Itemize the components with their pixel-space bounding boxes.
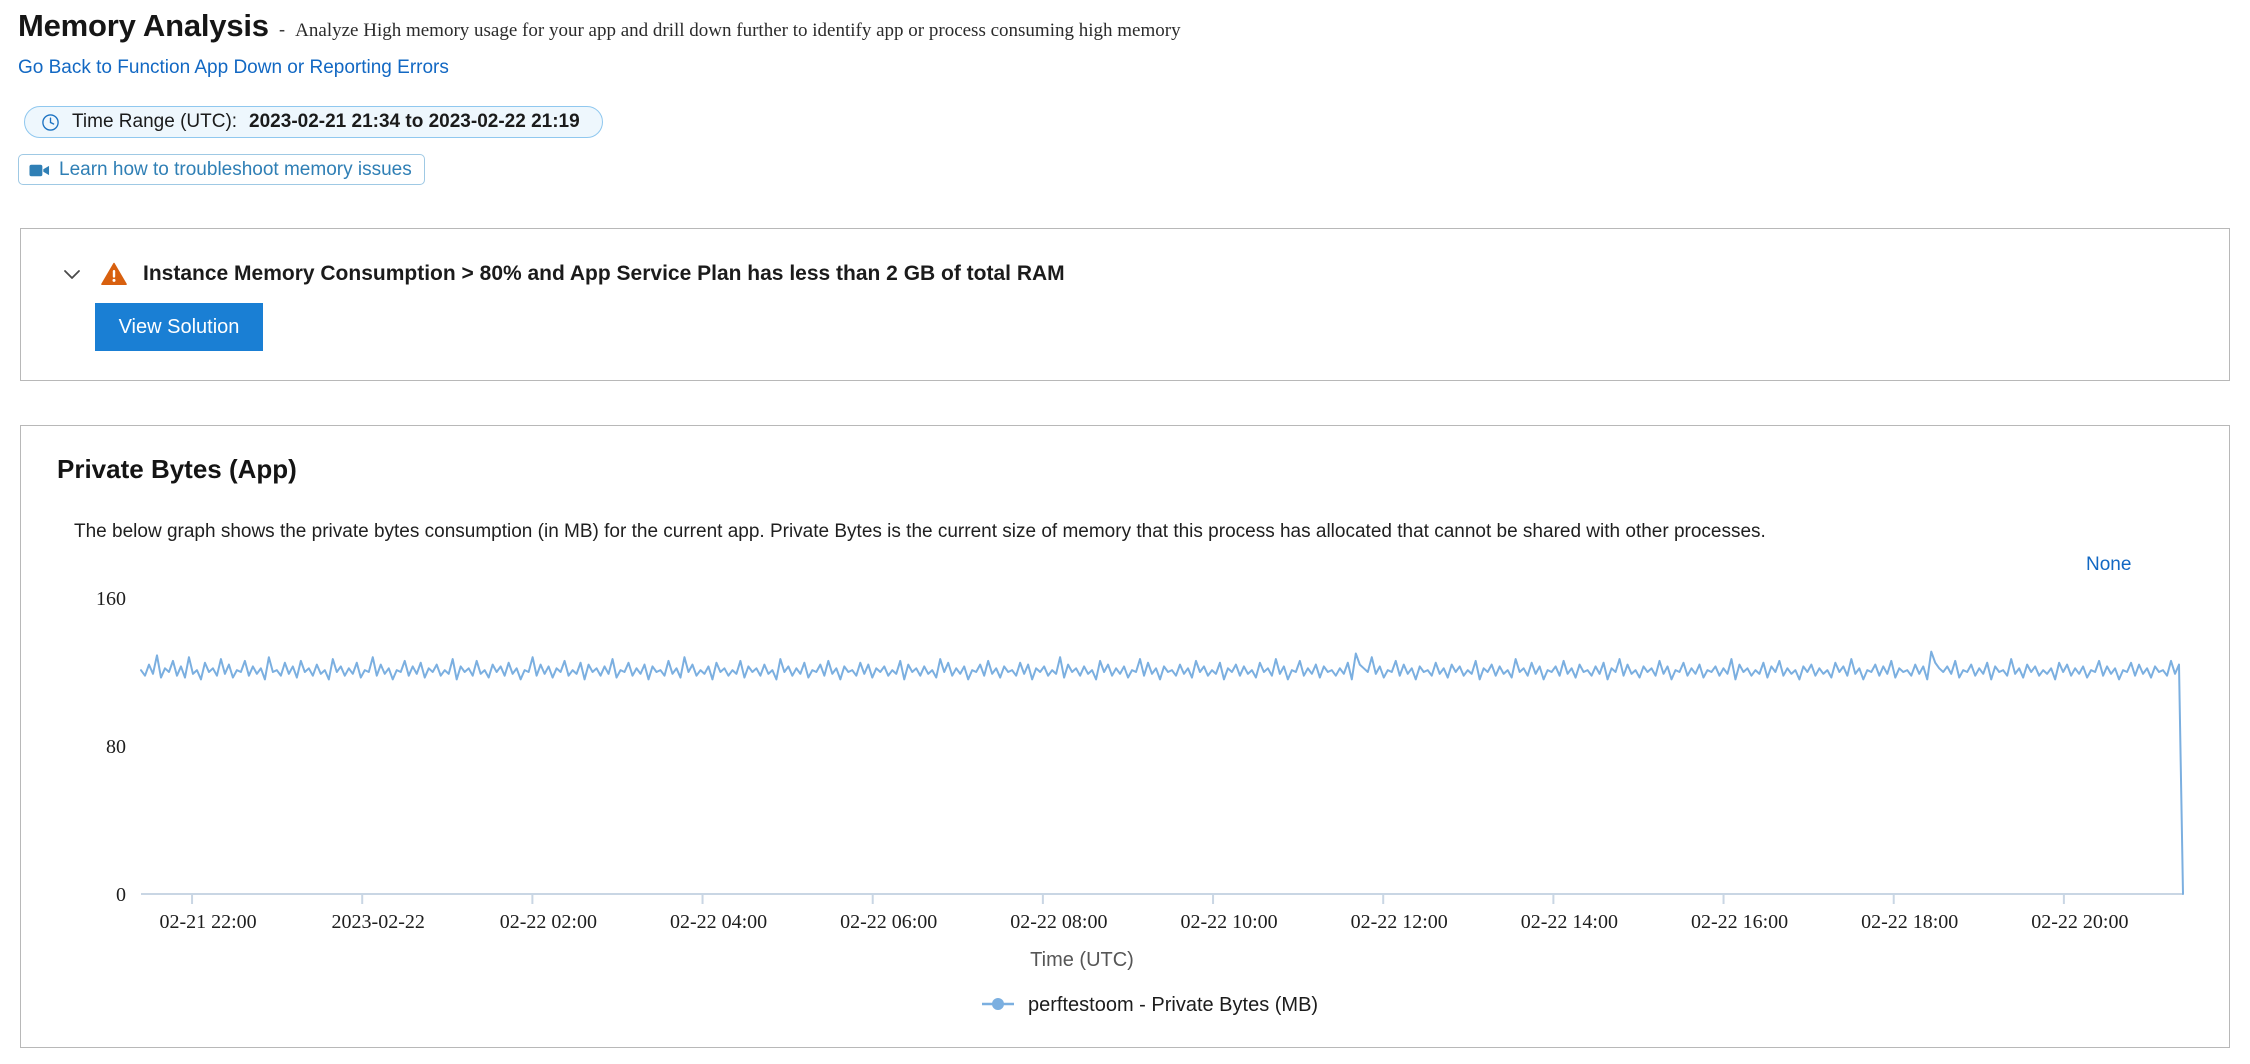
time-range-badge[interactable]: Time Range (UTC): 2023-02-21 21:34 to 20… (24, 106, 603, 138)
video-camera-icon (29, 162, 50, 177)
time-range-label: Time Range (UTC): (72, 111, 238, 132)
svg-text:02-22 04:00: 02-22 04:00 (670, 911, 767, 933)
insight-card: Instance Memory Consumption > 80% and Ap… (20, 228, 2230, 381)
page-subtitle: Analyze High memory usage for your app a… (295, 20, 1181, 41)
svg-text:02-22 20:00: 02-22 20:00 (2031, 911, 2128, 933)
svg-text:02-21 22:00: 02-21 22:00 (159, 911, 256, 933)
troubleshoot-video-link[interactable]: Learn how to troubleshoot memory issues (18, 154, 425, 185)
svg-text:02-22 06:00: 02-22 06:00 (840, 911, 937, 933)
graph-title: Private Bytes (App) (57, 454, 297, 484)
svg-text:160: 160 (96, 588, 126, 610)
svg-text:80: 80 (106, 736, 126, 758)
svg-text:02-22 12:00: 02-22 12:00 (1351, 911, 1448, 933)
warning-triangle-icon (101, 262, 127, 286)
page-header: Memory Analysis - Analyze High memory us… (18, 8, 1181, 44)
svg-text:02-22 18:00: 02-22 18:00 (1861, 911, 1958, 933)
insight-title: Instance Memory Consumption > 80% and Ap… (143, 262, 1065, 285)
chevron-down-icon[interactable] (59, 261, 85, 287)
title-separator: - (278, 20, 286, 41)
page-title: Memory Analysis (18, 8, 269, 43)
svg-text:02-22 08:00: 02-22 08:00 (1010, 911, 1107, 933)
svg-text:perftestoom - Private Bytes (M: perftestoom - Private Bytes (MB) (1028, 994, 1318, 1016)
clock-icon (41, 113, 60, 132)
go-back-link[interactable]: Go Back to Function App Down or Reportin… (18, 57, 449, 78)
graph-card: Private Bytes (App) The below graph show… (20, 425, 2230, 1048)
graph-description: The below graph shows the private bytes … (74, 521, 1766, 542)
svg-text:2023-02-22: 2023-02-22 (332, 911, 425, 933)
time-range-value: 2023-02-21 21:34 to 2023-02-22 21:19 (249, 111, 580, 132)
troubleshoot-video-label: Learn how to troubleshoot memory issues (59, 158, 412, 180)
svg-text:Time (UTC): Time (UTC) (1030, 949, 1134, 971)
svg-text:02-22 14:00: 02-22 14:00 (1521, 911, 1618, 933)
view-solution-button[interactable]: View Solution (95, 303, 263, 351)
svg-text:02-22 10:00: 02-22 10:00 (1180, 911, 1277, 933)
svg-text:02-22 02:00: 02-22 02:00 (500, 911, 597, 933)
insight-header[interactable]: Instance Memory Consumption > 80% and Ap… (59, 261, 1065, 287)
svg-text:0: 0 (116, 884, 126, 906)
none-filter-link[interactable]: None (2086, 554, 2132, 575)
svg-text:02-22 16:00: 02-22 16:00 (1691, 911, 1788, 933)
chart-plot-area: 0 80 160 02-21 22:00 2023-02-22 02-22 02:00 02… (21, 576, 2229, 1046)
